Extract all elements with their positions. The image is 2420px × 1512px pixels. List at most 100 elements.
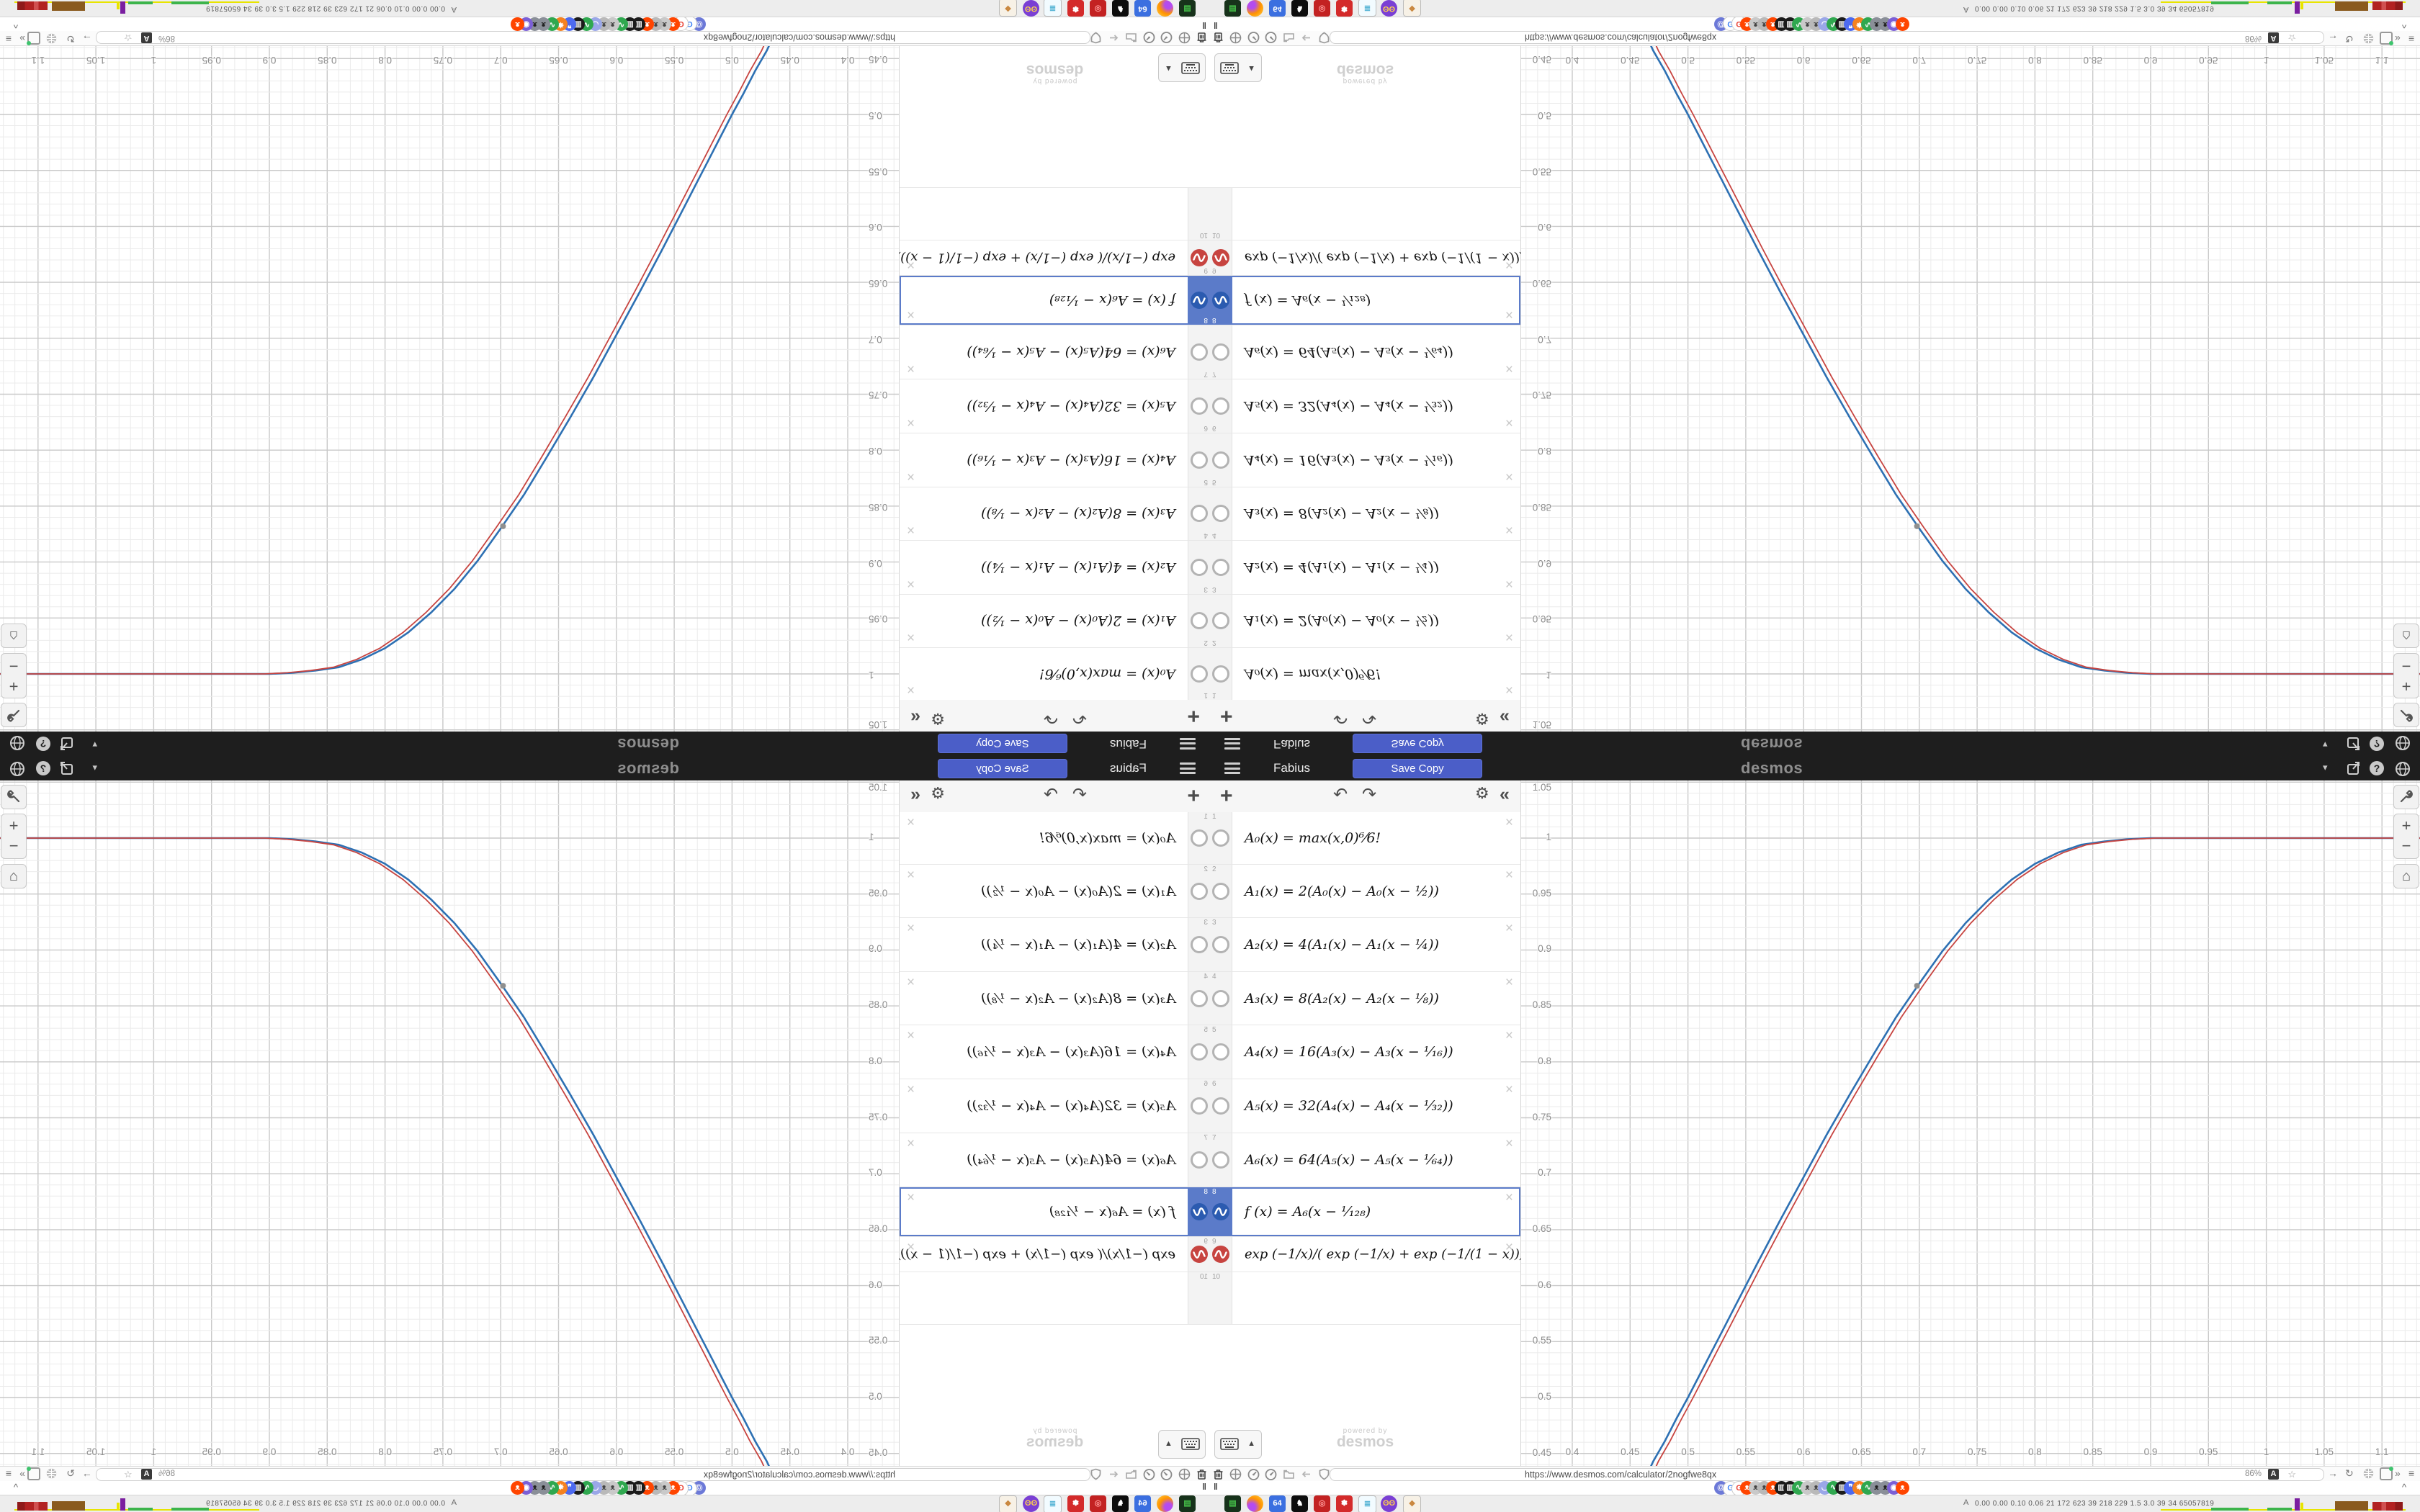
launcher-wolf-app-icon[interactable]: ♞	[1112, 1495, 1129, 1512]
delete-expression-icon[interactable]: ×	[1505, 1190, 1513, 1205]
row-gutter[interactable]: 10	[1210, 1272, 1232, 1324]
expression-latex[interactable]: A₀(x) = max(x,0)⁶⁄6!	[1039, 830, 1175, 846]
curve-visibility-icon[interactable]	[1212, 292, 1229, 309]
expression-latex[interactable]: A₆(x) = 64(A₅(x) − A₅(x − ¹⁄₆₄))	[967, 1152, 1175, 1168]
expression-row[interactable]: 7 A₆(x) = 64(A₅(x) − A₅(x − ¹⁄₆₄)) ×	[1210, 325, 1520, 379]
expression-row[interactable]: 2 A₁(x) = 2(A₀(x) − A₀(x − ½)) ×	[1210, 865, 1520, 918]
folder-icon[interactable]	[1124, 31, 1138, 45]
expression-row[interactable]: 4 A₃(x) = 8(A₂(x) − A₂(x − ⅛)) ×	[1210, 972, 1520, 1025]
hidden-curve-toggle-icon[interactable]	[1212, 343, 1229, 361]
delete-expression-icon[interactable]: ×	[1505, 522, 1513, 537]
url-bar[interactable]: https://www.desmos.com/calculator/2nogfw…	[1330, 31, 2324, 44]
globe-icon[interactable]	[9, 760, 26, 777]
add-expression-button[interactable]: +	[1187, 704, 1200, 728]
globe-extension-icon[interactable]	[1229, 1467, 1242, 1481]
launcher-hardware-monitor-icon[interactable]: ▤	[1179, 1495, 1196, 1512]
share-icon[interactable]	[58, 735, 75, 752]
back-arrow-icon[interactable]	[1299, 31, 1313, 45]
save-copy-button[interactable]: Save Copy	[938, 734, 1067, 753]
row-gutter[interactable]: 9	[1188, 240, 1210, 275]
expression-latex[interactable]: A₀(x) = max(x,0)⁶⁄6!	[1039, 666, 1175, 682]
launcher-owl-app-icon[interactable]: ʘʘ	[1381, 0, 1397, 17]
expression-latex[interactable]: A₁(x) = 2(A₀(x) − A₀(x − ½))	[981, 613, 1175, 629]
hidden-curve-toggle-icon[interactable]	[1212, 505, 1229, 523]
translate-icon[interactable]: A	[2268, 1469, 2279, 1480]
home-viewport-button[interactable]: ⌂	[1, 624, 27, 648]
delete-expression-icon[interactable]: ×	[907, 815, 915, 830]
expression-latex[interactable]: A₃(x) = 8(A₂(x) − A₂(x − ⅛))	[1245, 990, 1439, 1007]
launcher-notepad-icon[interactable]: ≣	[1358, 1495, 1376, 1512]
launcher-red-emblem-app-icon[interactable]: ◎	[1314, 1495, 1330, 1512]
menu-icon[interactable]	[1224, 762, 1240, 774]
edit-list-gear-button[interactable]: ⚙	[931, 784, 945, 802]
delete-expression-icon[interactable]: ×	[907, 682, 915, 697]
delete-expression-icon[interactable]: ×	[907, 921, 915, 936]
expression-row[interactable]: 5 A₄(x) = 16(A₃(x) − A₃(x − ¹⁄₁₆)) ×	[900, 1025, 1210, 1079]
expression-latex[interactable]: exp (−1/x)/( exp (−1/x) + exp (−1/(1 − x…	[895, 1246, 1175, 1262]
page-zoom-level[interactable]: 86%	[2244, 1470, 2262, 1478]
globe-extension-icon[interactable]	[1229, 31, 1242, 45]
launcher-firefox-icon[interactable]	[1247, 0, 1263, 17]
expression-latex[interactable]: A₂(x) = 4(A₁(x) − A₁(x − ¼))	[1245, 937, 1439, 953]
hidden-curve-toggle-icon[interactable]	[1191, 1043, 1208, 1061]
chevron-down-icon[interactable]: ▾	[92, 762, 97, 773]
expression-row[interactable]: 5 A₄(x) = 16(A₃(x) − A₃(x − ¹⁄₁₆)) ×	[1210, 433, 1520, 487]
extensions-puzzle-icon[interactable]	[2380, 32, 2393, 45]
keyboard-toggle-button[interactable]: ▲	[1214, 53, 1262, 82]
keyboard-toggle-button[interactable]: ▲	[1214, 1430, 1262, 1459]
row-gutter[interactable]: 1	[1188, 812, 1210, 864]
delete-expression-icon[interactable]: ×	[1505, 1028, 1513, 1043]
expression-row[interactable]: 7 A₆(x) = 64(A₅(x) − A₅(x − ¹⁄₆₄)) ×	[900, 1133, 1210, 1187]
launcher-firefox-icon[interactable]	[1157, 0, 1173, 17]
delete-expression-icon[interactable]: ×	[1505, 1240, 1513, 1255]
row-gutter[interactable]: 8	[1210, 276, 1232, 325]
forward-icon[interactable]: →	[82, 1467, 92, 1479]
url-text[interactable]: https://www.desmos.com/calculator/2nogfw…	[1525, 32, 1717, 42]
globe-icon[interactable]	[2394, 735, 2411, 752]
chevron-down-icon[interactable]: ▾	[2323, 739, 2328, 750]
back-arrow-icon[interactable]	[1299, 1467, 1313, 1481]
gauge-icon[interactable]	[1247, 31, 1260, 45]
row-gutter[interactable]: 10	[1188, 1272, 1210, 1324]
row-gutter[interactable]: 6	[1210, 1079, 1232, 1133]
delete-expression-icon[interactable]: ×	[907, 307, 915, 322]
overflow-chevron-icon[interactable]: »	[19, 33, 25, 45]
row-gutter[interactable]: 6	[1188, 379, 1210, 433]
expression-latex[interactable]: f (x) = A₆(x − ¹⁄₁₂₈)	[1049, 292, 1175, 308]
row-gutter[interactable]: 4	[1188, 972, 1210, 1025]
add-expression-button[interactable]: +	[1187, 784, 1200, 808]
expression-row[interactable]: 3 A₂(x) = 4(A₁(x) − A₁(x − ¼)) ×	[1210, 540, 1520, 594]
zoom-in-button[interactable]: +	[1, 675, 27, 698]
expression-latex[interactable]: A₂(x) = 4(A₁(x) − A₁(x − ¼))	[1245, 559, 1439, 575]
browser-menu-icon[interactable]: ≡	[5, 1467, 12, 1479]
expression-row[interactable]: 9 exp (−1/x)/( exp (−1/x) + exp (−1/(1 − …	[895, 240, 1210, 275]
bookmark-star-icon[interactable]: ☆	[124, 32, 133, 43]
undo-button[interactable]: ↶	[1072, 708, 1087, 727]
home-viewport-button[interactable]: ⌂	[2393, 864, 2419, 888]
launcher-dosbox-icon[interactable]: 64	[1134, 0, 1151, 17]
launcher-red-emblem-app-icon[interactable]: ◎	[1090, 0, 1106, 17]
hidden-curve-toggle-icon[interactable]	[1212, 989, 1229, 1007]
hidden-curve-toggle-icon[interactable]	[1191, 1097, 1208, 1115]
hidden-curve-toggle-icon[interactable]	[1191, 559, 1208, 576]
curve-visibility-icon[interactable]	[1191, 1246, 1208, 1263]
graph-paper[interactable]: + − ⌂ 0.4 0.45 0.5 0.55 0.6 0.65 0.7 0.75 0.8 0.8…	[0, 780, 899, 1466]
expression-latex[interactable]: A₃(x) = 8(A₂(x) − A₂(x − ⅛))	[1245, 505, 1439, 522]
collapse-panel-button[interactable]: «	[910, 708, 920, 728]
tab-overflow-caret[interactable]: ^	[13, 19, 18, 30]
add-expression-button[interactable]: +	[1220, 784, 1233, 808]
graph-settings-button[interactable]	[1, 785, 27, 809]
expression-latex[interactable]: A₄(x) = 16(A₃(x) − A₃(x − ¹⁄₁₆))	[1245, 452, 1453, 468]
page-zoom-level[interactable]: 86%	[2244, 34, 2262, 42]
delete-expression-icon[interactable]: ×	[1505, 361, 1513, 376]
forward-icon[interactable]: →	[82, 33, 92, 45]
expression-row[interactable]: 10	[1210, 187, 1520, 240]
expression-latex[interactable]: exp (−1/x)/( exp (−1/x) + exp (−1/(1 − x…	[895, 250, 1175, 266]
hidden-curve-toggle-icon[interactable]	[1191, 829, 1208, 847]
launcher-dosbox-icon[interactable]: 64	[1269, 1495, 1286, 1512]
globe-toolbar-icon[interactable]	[45, 32, 58, 45]
row-gutter[interactable]: 5	[1210, 1025, 1232, 1079]
reload-icon[interactable]: ↻	[2345, 33, 2354, 45]
translate-icon[interactable]: A	[2268, 32, 2279, 43]
row-gutter[interactable]: 7	[1188, 1133, 1210, 1187]
